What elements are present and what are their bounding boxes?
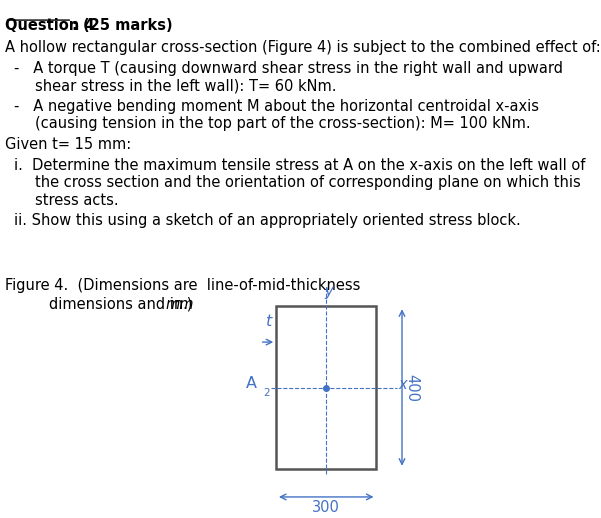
Text: : (25 marks): : (25 marks) (72, 18, 173, 33)
Text: shear stress in the left wall): T= 60 kNm.: shear stress in the left wall): T= 60 kN… (35, 78, 337, 93)
Bar (276, 307, 376, 469)
Text: .): .) (183, 297, 193, 312)
Text: -   A torque T (causing downward shear stress in the right wall and upward: - A torque T (causing downward shear str… (14, 61, 563, 76)
Text: mm: mm (165, 297, 194, 312)
Text: i.  Determine the maximum tensile stress at A on the x-axis on the left wall of: i. Determine the maximum tensile stress … (14, 157, 585, 172)
Text: -   A negative bending moment M about the horizontal centroidal x-axis: - A negative bending moment M about the … (14, 99, 539, 114)
Text: t: t (266, 314, 272, 329)
Text: Given t= 15 mm:: Given t= 15 mm: (5, 137, 131, 152)
Text: A: A (245, 376, 257, 391)
Text: x: x (398, 377, 407, 392)
Text: y: y (325, 284, 333, 299)
Text: the cross section and the orientation of corresponding plane on which this: the cross section and the orientation of… (35, 175, 581, 190)
Text: (causing tension in the top part of the cross-section): M= 100 kNm.: (causing tension in the top part of the … (35, 117, 531, 132)
Text: Question 4: Question 4 (5, 18, 94, 33)
Text: dimensions and in: dimensions and in (49, 297, 188, 312)
Text: ii. Show this using a sketch of an appropriately oriented stress block.: ii. Show this using a sketch of an appro… (14, 213, 520, 228)
Text: 300: 300 (313, 499, 340, 514)
Text: stress acts.: stress acts. (35, 193, 118, 208)
Text: 2: 2 (263, 387, 270, 398)
Text: A hollow rectangular cross-section (Figure 4) is subject to the combined effect : A hollow rectangular cross-section (Figu… (5, 40, 600, 55)
Text: Figure 4.  (Dimensions are  line-of-mid-thickness: Figure 4. (Dimensions are line-of-mid-th… (5, 278, 360, 293)
Text: 400: 400 (404, 373, 419, 401)
